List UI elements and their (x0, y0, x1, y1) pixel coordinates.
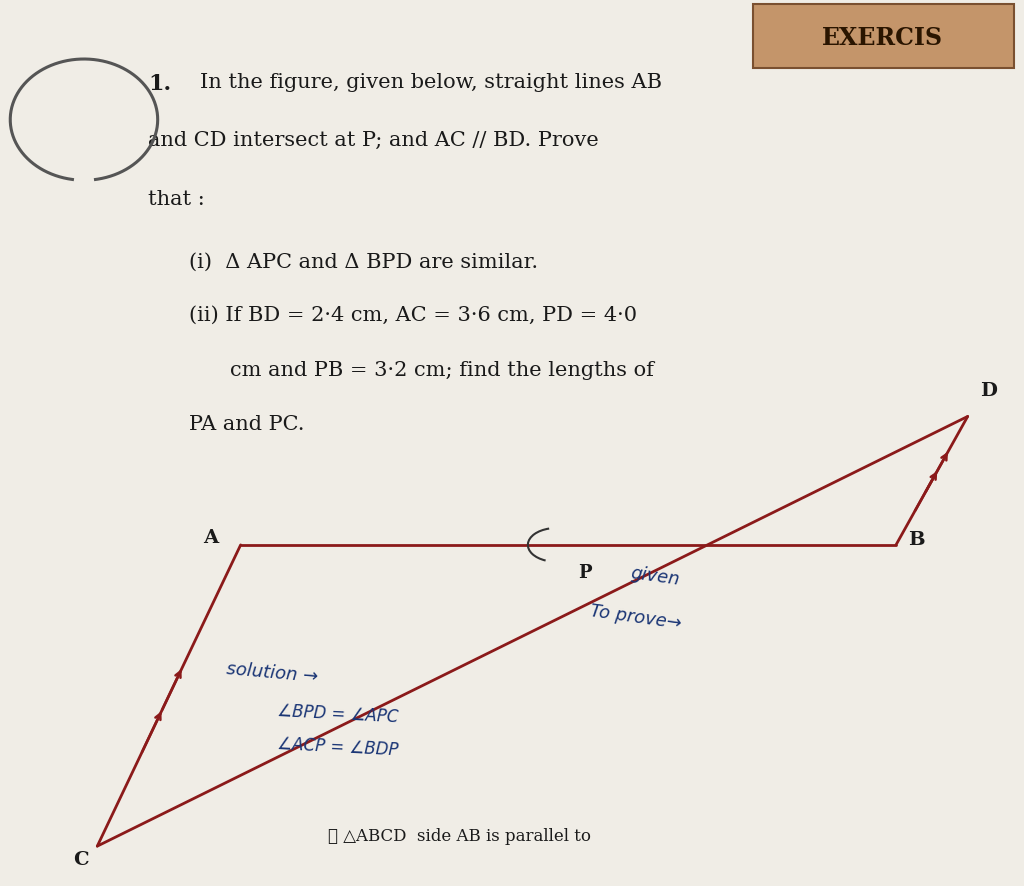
Text: ∠ACP = ∠BDP: ∠ACP = ∠BDP (276, 735, 398, 760)
Text: solution →: solution → (225, 660, 318, 687)
Text: that :: that : (148, 190, 205, 208)
FancyBboxPatch shape (753, 4, 1014, 68)
Text: C: C (74, 851, 89, 868)
Text: A: A (203, 529, 218, 547)
Text: B: B (908, 532, 925, 549)
Text: (ii) If BD = 2·4 cm, AC = 3·6 cm, PD = 4·0: (ii) If BD = 2·4 cm, AC = 3·6 cm, PD = 4… (189, 306, 638, 324)
Text: To prove→: To prove→ (589, 602, 683, 633)
Text: In the figure, given below, straight lines AB: In the figure, given below, straight lin… (200, 73, 662, 91)
Text: cm and PB = 3·2 cm; find the lengths of: cm and PB = 3·2 cm; find the lengths of (230, 361, 654, 380)
Text: EXERCIS: EXERCIS (822, 26, 943, 51)
Text: given: given (630, 564, 681, 589)
Text: 1.: 1. (148, 73, 172, 95)
Text: ∴ △ABCD  side AB is parallel to: ∴ △ABCD side AB is parallel to (328, 828, 591, 845)
Text: PA and PC.: PA and PC. (189, 415, 305, 433)
Text: (i)  Δ APC and Δ BPD are similar.: (i) Δ APC and Δ BPD are similar. (189, 253, 539, 271)
Text: D: D (980, 383, 997, 400)
Text: and CD intersect at P; and AC // BD. Prove: and CD intersect at P; and AC // BD. Pro… (148, 131, 599, 150)
Text: ∠BPD = ∠APC: ∠BPD = ∠APC (276, 702, 398, 727)
Text: P: P (579, 564, 592, 582)
